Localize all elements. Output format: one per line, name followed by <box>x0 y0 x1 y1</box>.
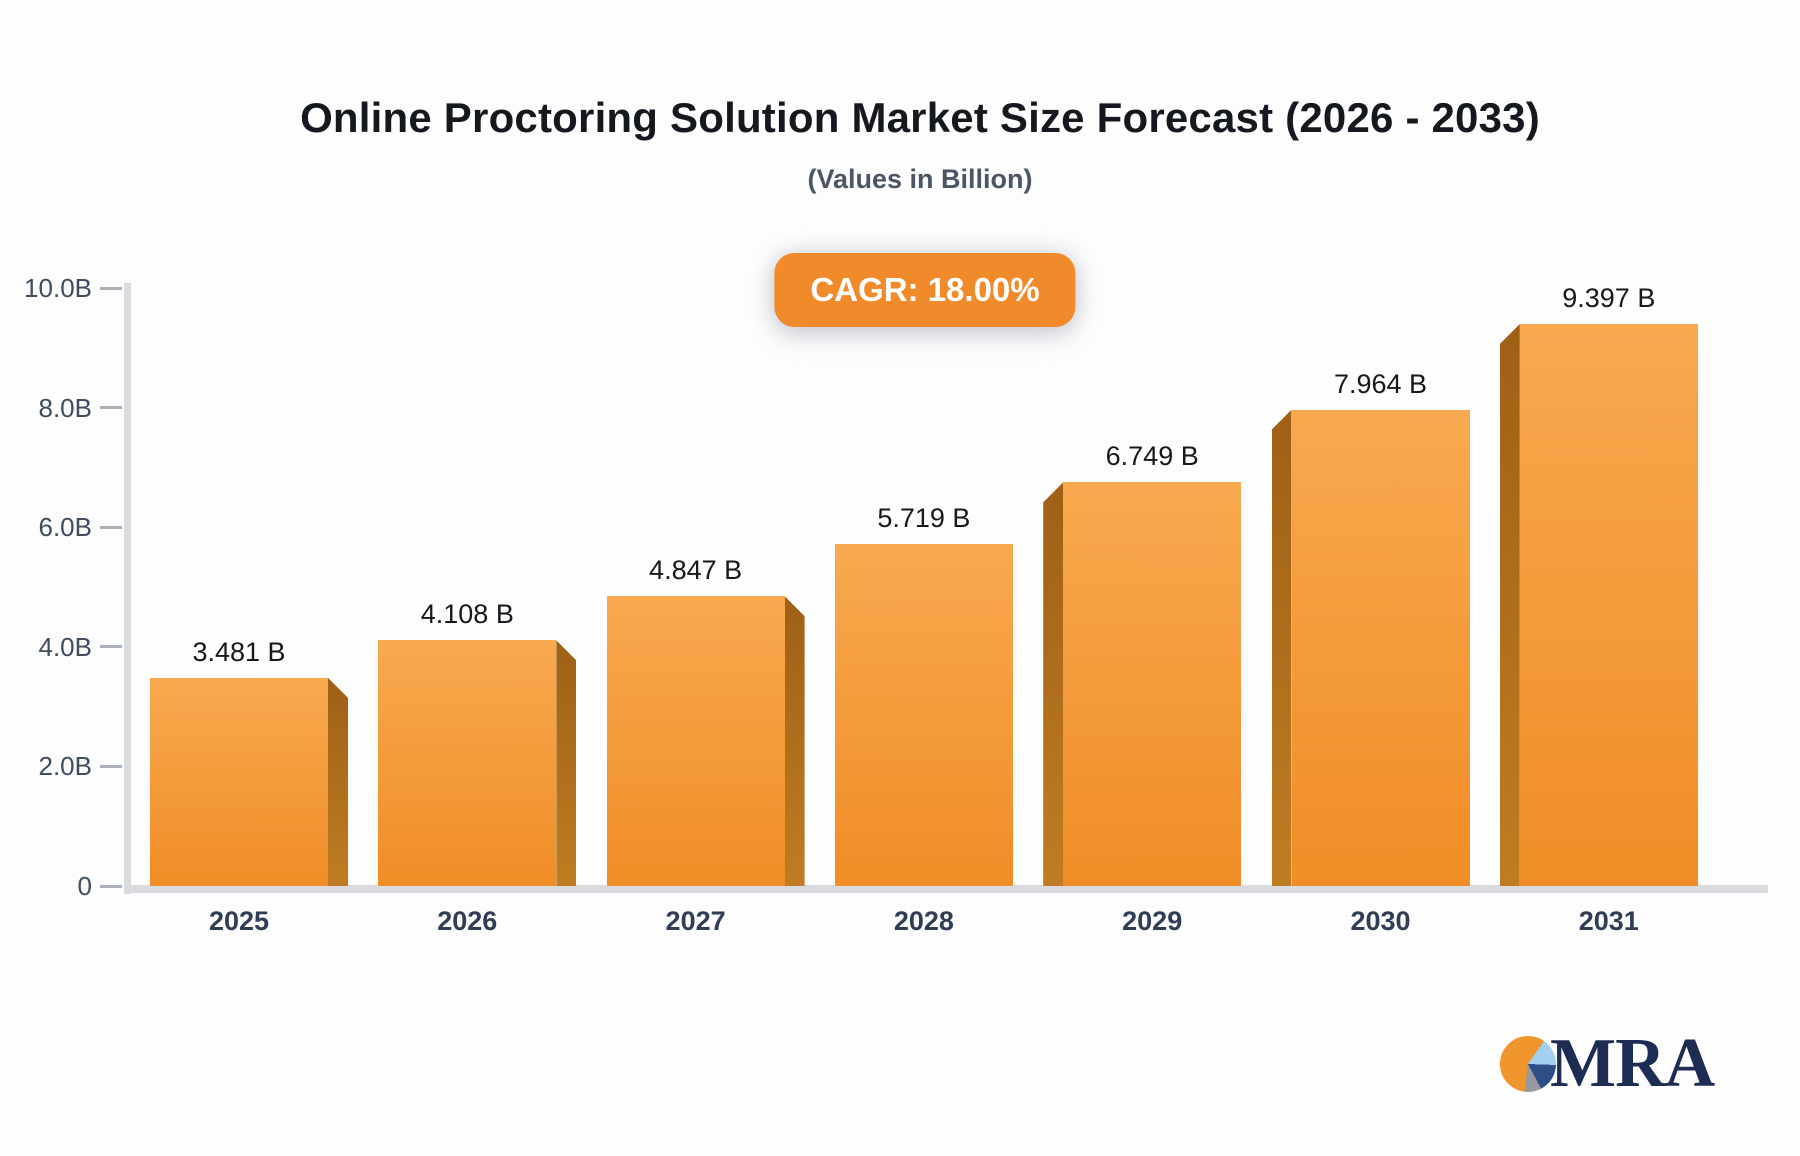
y-axis-tick-mark <box>100 884 122 888</box>
y-axis-tick-label: 8.0B <box>38 392 93 423</box>
y-axis-tick-mark <box>100 764 122 768</box>
bar-2030 <box>1291 409 1470 886</box>
pie-chart-logo-icon <box>1500 1036 1556 1092</box>
x-axis-label-2029: 2029 <box>1122 906 1183 936</box>
y-axis-tick-mark <box>100 525 122 529</box>
bar-2029 <box>1063 482 1242 886</box>
bar-3d-side <box>328 677 348 886</box>
bar-2025 <box>150 677 328 886</box>
x-axis-baseline <box>124 885 1768 893</box>
y-axis-tick-mark <box>100 645 122 649</box>
cagr-badge: CAGR: 18.00% <box>774 253 1076 327</box>
bar-2027 <box>606 596 785 886</box>
bar-3d-side <box>784 596 805 886</box>
logo-text: MRA <box>1550 1025 1715 1102</box>
bar-value-label: 6.749 B <box>1105 441 1199 472</box>
bar-value-label: 4.847 B <box>649 555 743 586</box>
bar-value-label: 4.108 B <box>420 599 514 630</box>
y-axis-tick-mark <box>100 286 122 290</box>
y-axis-tick-label: 2.0B <box>38 751 93 782</box>
x-axis-label-2031: 2031 <box>1578 906 1639 936</box>
bar-value-label: 3.481 B <box>192 636 286 667</box>
y-axis-tick-mark <box>100 406 122 410</box>
x-axis-label-2025: 2025 <box>208 906 270 936</box>
x-axis-label-2026: 2026 <box>437 906 498 936</box>
bar-value-label: 9.397 B <box>1562 283 1656 314</box>
bar-3d-side <box>556 640 577 886</box>
x-axis-label-2028: 2028 <box>893 906 954 936</box>
bar-3d-side <box>1271 409 1292 886</box>
y-axis-tick-label: 6.0B <box>38 512 93 543</box>
mra-logo: MRA <box>1500 1025 1715 1102</box>
y-axis-tick-label: 10.0B <box>24 273 92 303</box>
x-axis-label-2027: 2027 <box>665 906 726 936</box>
chart-title: Online Proctoring Solution Market Size F… <box>300 94 1540 141</box>
y-axis-tick-label: 4.0B <box>38 631 93 662</box>
y-axis-tick-label: 0 <box>77 871 92 901</box>
bar-2026 <box>378 640 557 886</box>
bar-2031 <box>1519 324 1698 886</box>
bar-value-label: 5.719 B <box>877 503 971 533</box>
y-axis-line <box>124 283 131 894</box>
x-axis-label-2030: 2030 <box>1350 906 1411 936</box>
chart-subtitle: (Values in Billion) <box>807 164 1033 194</box>
bar-value-label: 7.964 B <box>1333 368 1428 399</box>
bar-2028 <box>834 544 1013 886</box>
bar-3d-side <box>1043 482 1064 886</box>
bar-3d-side <box>1499 324 1520 886</box>
